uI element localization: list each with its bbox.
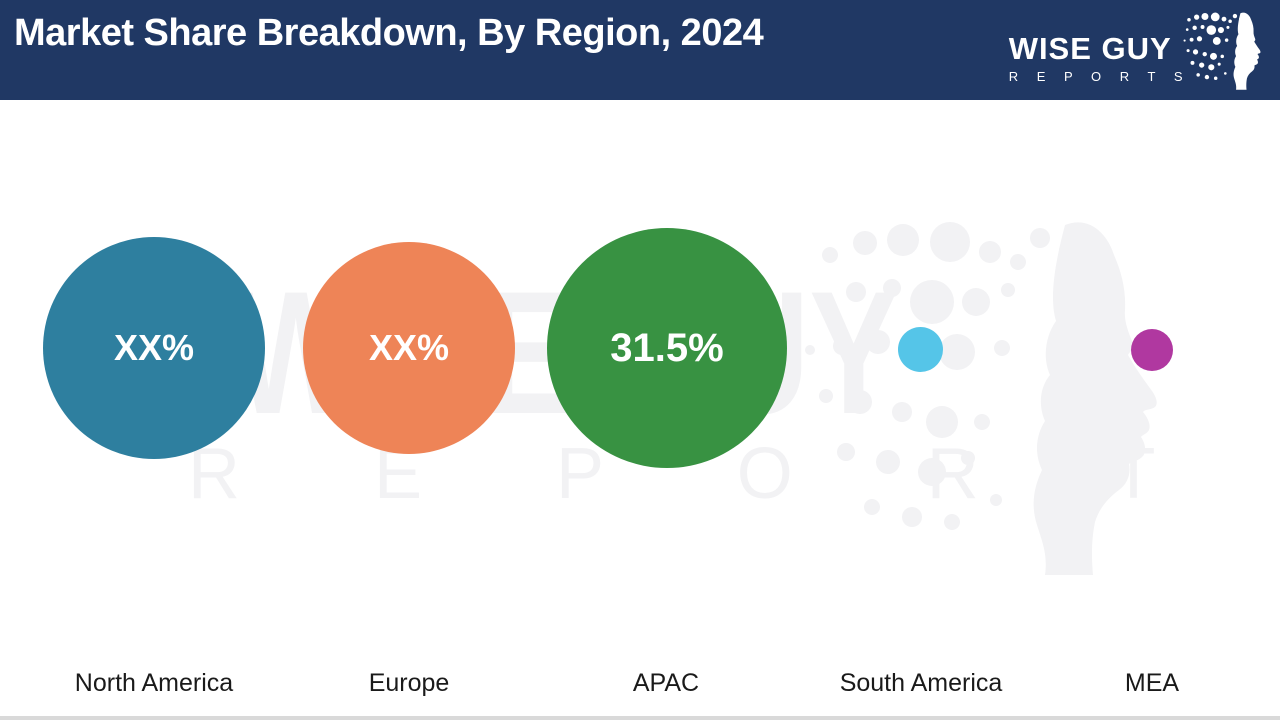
head-silhouette-watermark-icon [805,222,1157,575]
head-silhouette-logo-icon [1183,12,1261,90]
brand-logo: WISE GUY R E P O R T S [1009,0,1280,92]
page-title: Market Share Breakdown, By Region, 2024 [14,12,764,54]
category-label-apac: APAC [632,669,700,697]
category-label-europe: Europe [368,669,450,697]
bubble-mea [1131,329,1173,371]
bubble-north-america: XX% [43,237,265,459]
category-label-north-america: North America [74,669,234,697]
bubble-value-europe: XX% [368,327,450,368]
brand-tagline: R E P O R T S [1008,68,1190,84]
title-bar: Market Share Breakdown, By Region, 2024 … [0,0,1280,100]
category-label-south-america: South America [839,669,1003,697]
bubble-value-north-america: XX% [113,327,195,368]
bottom-divider [0,716,1280,720]
bubble-europe: XX% [303,242,515,454]
brand-name: WISE GUY [1008,30,1172,66]
bubble-apac: 31.5% [547,228,787,468]
bubble-south-america [897,326,943,372]
bubble-value-apac: 31.5% [610,325,724,370]
category-label-mea: MEA [1124,669,1180,697]
